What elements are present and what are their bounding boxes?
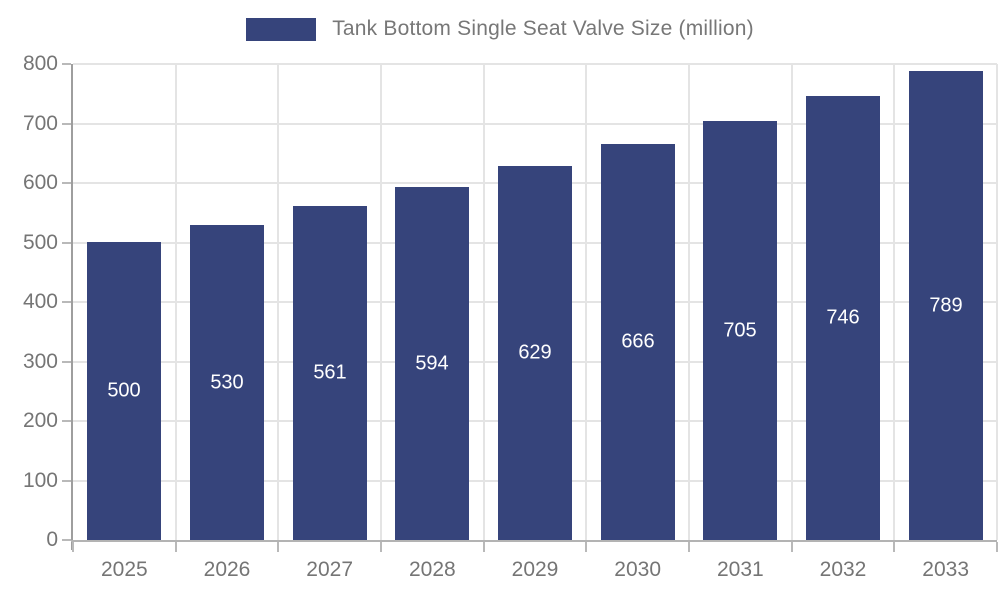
x-tick-label: 2029: [511, 558, 559, 581]
y-tick-label: 600: [22, 171, 58, 194]
x-tick-mark: [996, 542, 998, 552]
gridline-vertical: [277, 64, 280, 540]
legend-label: Tank Bottom Single Seat Valve Size (mill…: [332, 17, 754, 40]
y-axis-line: [71, 64, 73, 550]
y-tick-label: 100: [22, 468, 58, 492]
plot-area: 500 530 561 594 629 666 705 746 789: [62, 63, 998, 552]
x-tick-label: 2026: [203, 558, 251, 581]
bar-value-label: 705: [723, 319, 757, 341]
bar-value-label: 530: [210, 371, 244, 393]
y-tick-mark: [62, 122, 71, 125]
y-tick-mark: [62, 63, 71, 65]
bar-value-label: 500: [107, 379, 141, 402]
legend-swatch: [246, 17, 317, 41]
x-tick-mark: [790, 542, 793, 552]
bar-2032: 746: [806, 96, 880, 540]
bar-2028: 594: [395, 187, 469, 540]
x-tick-mark: [380, 542, 382, 552]
gridline-vertical: [790, 64, 793, 540]
y-tick-label: 200: [22, 409, 58, 432]
bar-2029: 629: [498, 166, 572, 540]
gridline-vertical: [174, 64, 177, 540]
gridline-vertical: [585, 64, 588, 540]
y-tick-mark: [62, 241, 71, 244]
bar-value-label: 594: [415, 352, 449, 374]
x-tick-mark: [174, 542, 177, 552]
y-tick-mark: [62, 301, 71, 303]
chart-legend: Tank Bottom Single Seat Valve Size (mill…: [0, 17, 1000, 41]
y-tick-mark: [62, 360, 71, 363]
gridline-vertical: [688, 64, 690, 540]
y-tick-mark: [62, 420, 71, 422]
gridline-vertical: [482, 64, 485, 540]
x-tick-label: 2025: [100, 558, 148, 581]
x-tick-label: 2031: [716, 558, 764, 581]
x-tick-mark: [482, 542, 485, 552]
y-tick-label: 300: [22, 349, 58, 373]
bar-value-label: 666: [621, 330, 655, 353]
bar-2033: 789: [909, 71, 983, 540]
bar-value-label: 746: [826, 306, 860, 329]
gridline-vertical: [996, 64, 998, 540]
x-tick-label: 2027: [306, 558, 354, 581]
x-tick-mark: [688, 542, 690, 552]
y-tick-mark: [62, 479, 71, 482]
gridline-horizontal: [73, 63, 997, 65]
y-tick-label: 800: [22, 52, 58, 75]
y-tick-mark: [62, 182, 71, 184]
x-tick-mark: [72, 542, 74, 552]
x-tick-label: 2033: [922, 558, 970, 581]
x-tick-mark: [277, 542, 280, 552]
x-tick-mark: [893, 542, 896, 552]
x-tick-label: 2028: [408, 558, 456, 581]
y-tick-label: 700: [22, 111, 58, 135]
bar-2031: 705: [703, 121, 777, 540]
x-axis-line: [71, 540, 997, 542]
bar-2025: 500: [87, 242, 161, 540]
y-tick-label: 500: [22, 230, 58, 254]
bar-value-label: 629: [518, 341, 552, 364]
x-tick-label: 2030: [614, 558, 662, 581]
y-tick-label: 400: [22, 290, 58, 313]
y-tick-mark: [62, 539, 71, 541]
bar-2030: 666: [601, 144, 675, 540]
x-tick-mark: [585, 542, 588, 552]
bar-value-label: 561: [313, 361, 347, 384]
gridline-horizontal: [73, 122, 997, 125]
gridline-vertical: [380, 64, 382, 540]
bar-2027: 561: [293, 206, 367, 540]
y-tick-label: 0: [46, 528, 58, 551]
x-tick-label: 2032: [819, 558, 867, 581]
gridline-vertical: [893, 64, 896, 540]
bar-2026: 530: [190, 225, 264, 540]
bar-value-label: 789: [929, 294, 963, 316]
